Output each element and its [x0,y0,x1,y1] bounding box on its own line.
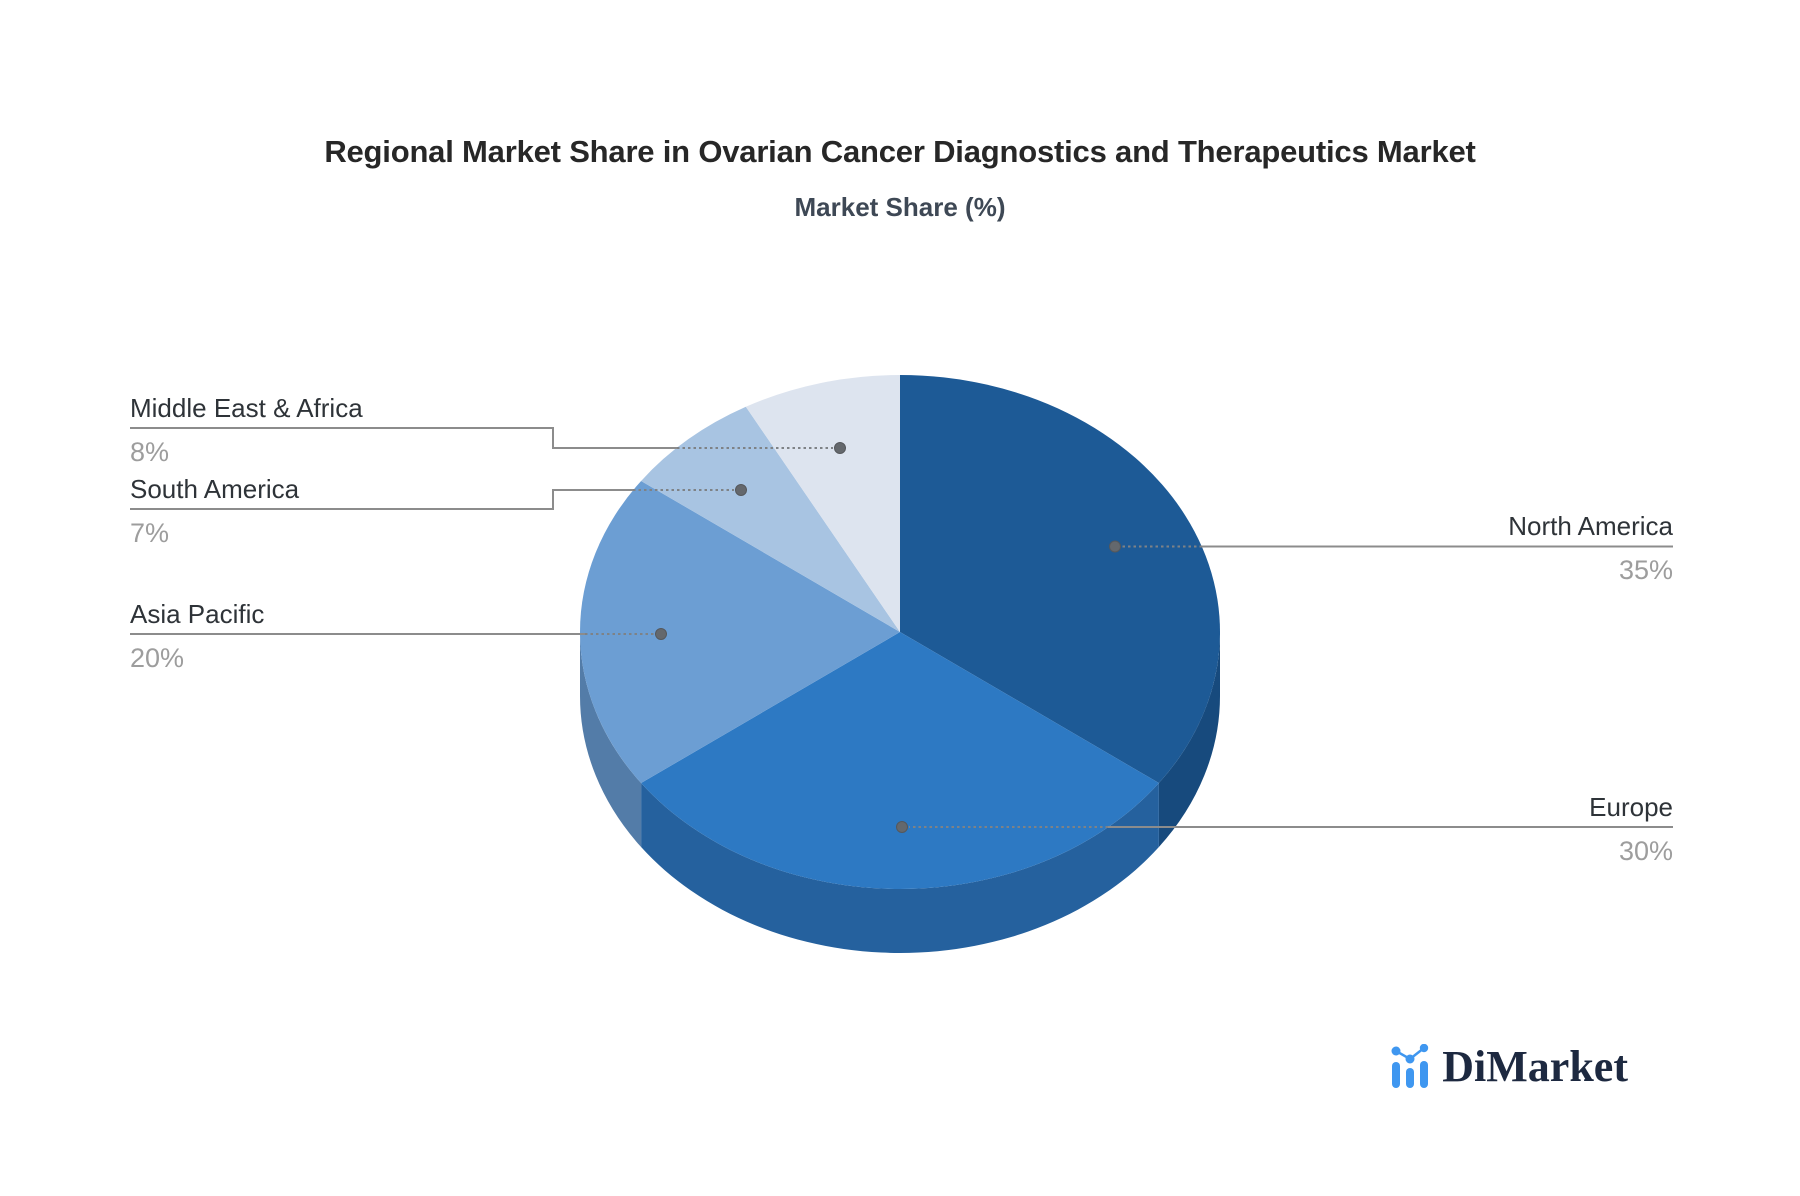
brand-name: DiMarket [1442,1042,1628,1091]
slice-value: 20% [130,643,185,673]
callout-line-south-america [130,489,633,510]
slice-label: Middle East & Africa [130,393,363,423]
chart-subtitle: Market Share (%) [794,192,1006,222]
callout-dot-south-america [735,484,747,496]
pie-slice-south-america[interactable] [641,406,900,632]
slice-label: South America [130,474,300,504]
callout-dot-middle-east-africa [834,442,846,454]
callout-europe: Europe 30% [1589,791,1673,867]
brand-logo: DiMarket [1390,1044,1628,1090]
slice-value: 30% [1618,836,1673,866]
slice-value: 7% [130,518,170,548]
callout-north-america: North America 35% [1508,510,1673,586]
callout-middle-east-africa: Middle East & Africa 8% [130,392,363,468]
pie-slice-side-asia-pacific [579,632,642,848]
callout-asia-pacific: Asia Pacific 20% [130,598,264,674]
slice-value: 35% [1618,555,1673,585]
pie-slice-north-america[interactable] [900,375,1221,784]
pie-slice-europe[interactable] [641,632,1159,890]
callout-line-middle-east-africa [130,427,677,449]
pie-slice-side-north-america [1158,632,1220,848]
pie-slice-asia-pacific[interactable] [579,480,900,784]
slice-label: Asia Pacific [130,599,265,629]
callout-dot-asia-pacific [655,628,667,640]
callout-dot-europe [896,821,908,833]
slice-label: North America [1508,511,1673,541]
pie-slice-middle-east-africa[interactable] [745,375,900,632]
callout-dot-north-america [1109,540,1121,553]
slice-value: 8% [130,437,170,467]
slice-label: Europe [1589,792,1673,822]
callout-south-america: South America 7% [130,473,299,549]
pie-slice-side-europe [641,783,1159,954]
chart-title: Regional Market Share in Ovarian Cancer … [324,134,1476,169]
bar-line-chart-icon [1391,1044,1429,1088]
